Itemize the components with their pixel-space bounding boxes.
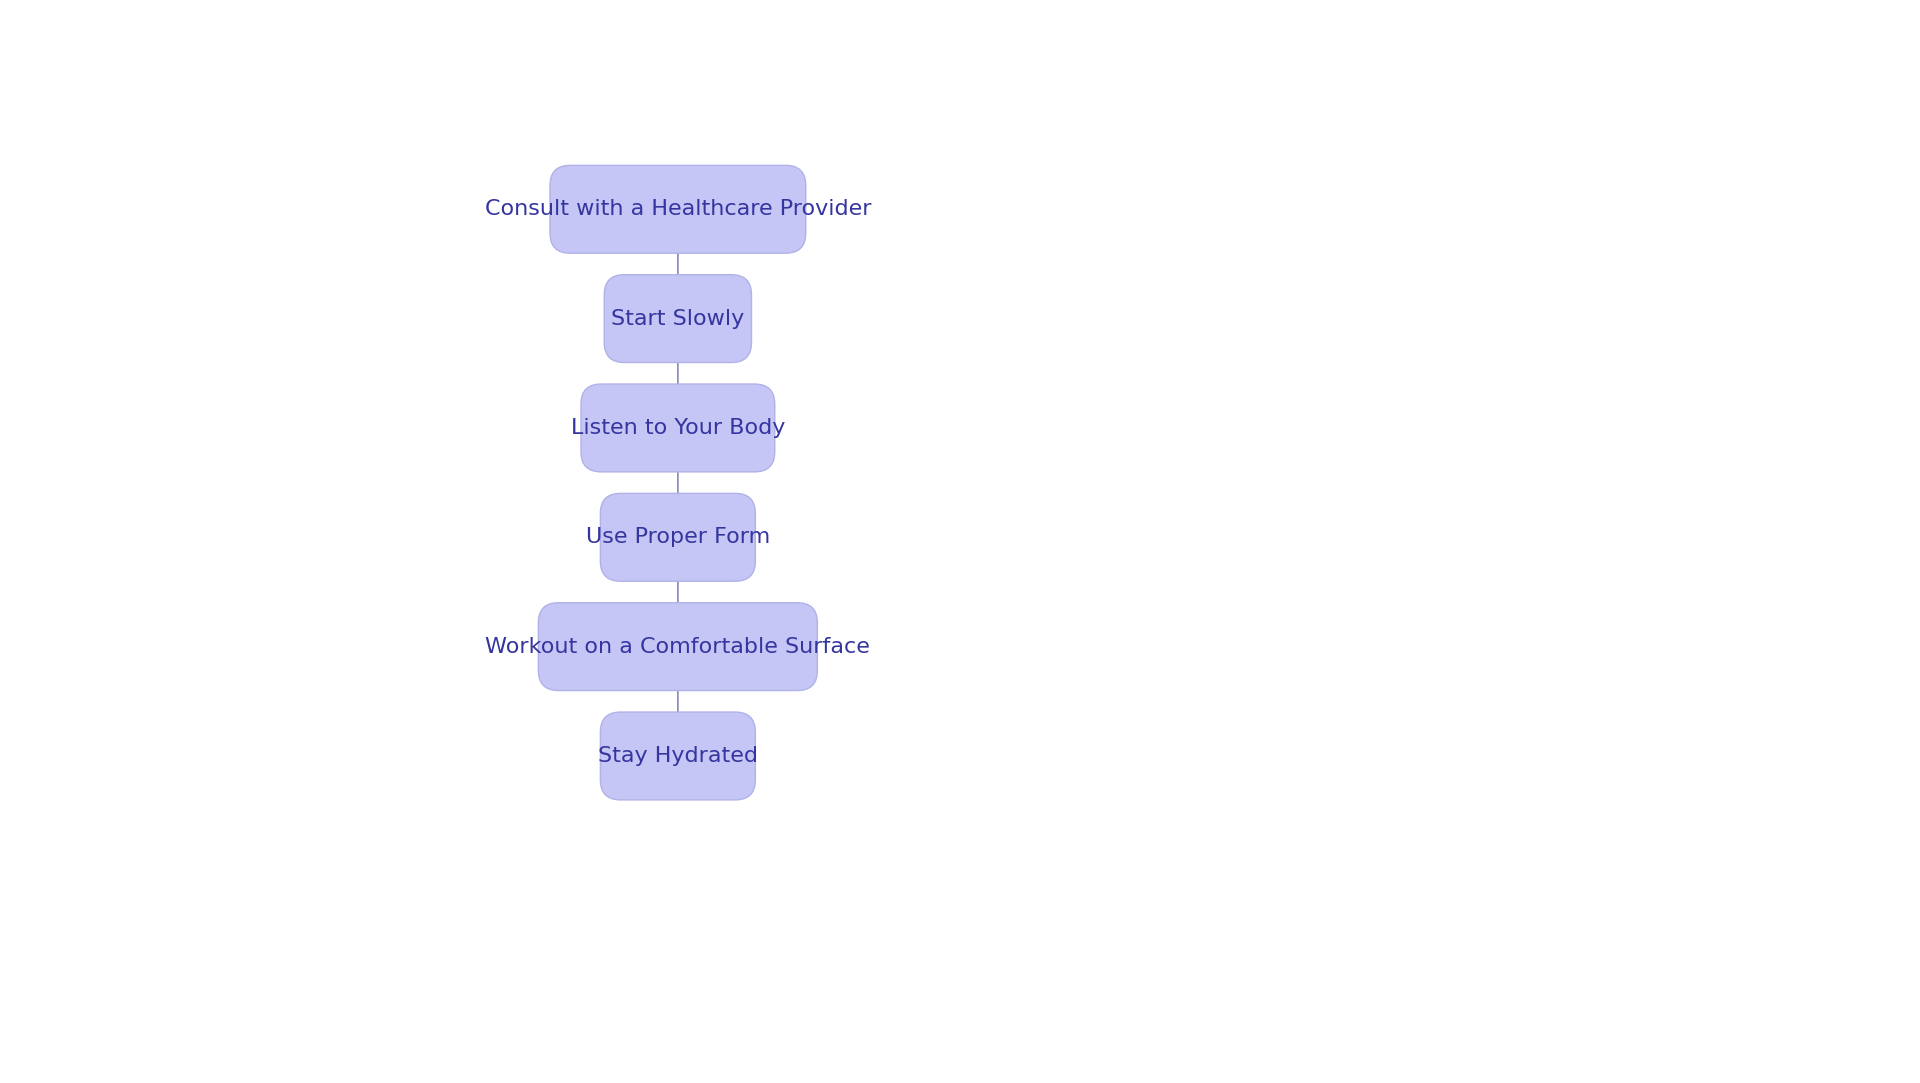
FancyBboxPatch shape (582, 384, 776, 472)
FancyBboxPatch shape (538, 603, 818, 691)
FancyBboxPatch shape (601, 712, 755, 800)
Text: Consult with a Healthcare Provider: Consult with a Healthcare Provider (484, 199, 872, 219)
Text: Workout on a Comfortable Surface: Workout on a Comfortable Surface (486, 637, 870, 656)
Text: Use Proper Form: Use Proper Form (586, 527, 770, 547)
Text: Start Slowly: Start Slowly (611, 309, 745, 328)
FancyBboxPatch shape (605, 275, 751, 363)
FancyBboxPatch shape (601, 494, 755, 582)
Text: Stay Hydrated: Stay Hydrated (597, 746, 758, 766)
Text: Listen to Your Body: Listen to Your Body (570, 418, 785, 438)
FancyBboxPatch shape (549, 166, 806, 253)
